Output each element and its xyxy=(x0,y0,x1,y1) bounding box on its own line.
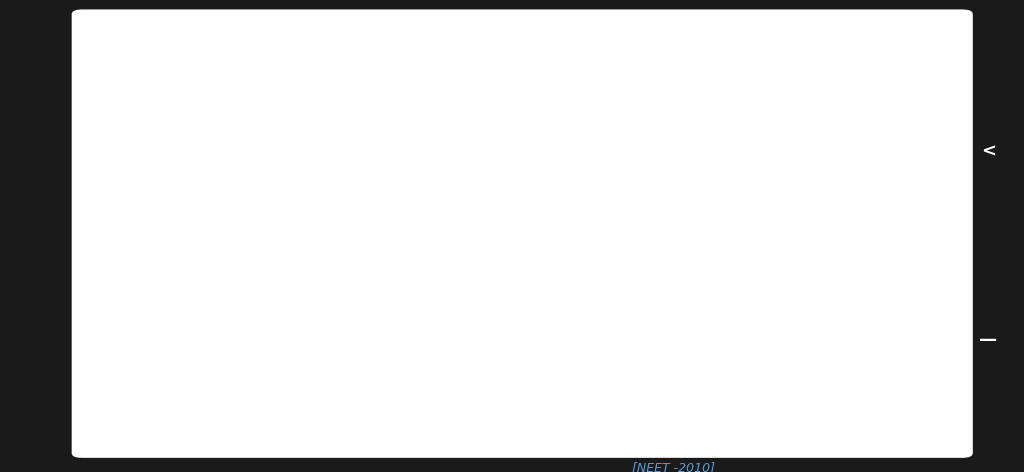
FancyBboxPatch shape xyxy=(72,9,973,458)
Text: [NEET -2010]: [NEET -2010] xyxy=(632,461,715,472)
Text: c) cytochrome b: c) cytochrome b xyxy=(92,461,269,472)
Text: 2.: 2. xyxy=(92,328,122,348)
Text: 📷: 📷 xyxy=(636,412,645,427)
Text: Only non-protein component of electron transport chain.: Only non-protein component of electron t… xyxy=(140,328,811,348)
Text: [NEET -2018]: [NEET -2018] xyxy=(754,246,837,260)
Text: ✕: ✕ xyxy=(821,412,834,427)
Text: a) NAD: a) NAD xyxy=(92,393,168,412)
Text: —: — xyxy=(979,331,997,349)
Text: d) Inner Mitochondrial membrane: d) Inner Mitochondrial membrane xyxy=(414,246,784,266)
Text: d) Cytochrome a3: d) Cytochrome a3 xyxy=(414,461,609,472)
Text: c) F1 Particles: c) F1 Particles xyxy=(92,246,249,266)
Text: ♦: ♦ xyxy=(773,412,786,427)
Text: b) Co Q: b) Co Q xyxy=(414,393,495,412)
Text: Process of Electron Transport chain takes place in: Process of Electron Transport chain take… xyxy=(140,62,729,82)
Text: 1.: 1. xyxy=(92,62,115,82)
Text: ✏: ✏ xyxy=(679,412,692,427)
Text: ↩: ↩ xyxy=(726,412,739,427)
FancyBboxPatch shape xyxy=(593,384,897,455)
Text: a) Matrix: a) Matrix xyxy=(92,156,191,175)
Text: <: < xyxy=(981,142,995,160)
Text: b) Outer Mitochondrial Membrane: b) Outer Mitochondrial Membrane xyxy=(414,156,788,175)
